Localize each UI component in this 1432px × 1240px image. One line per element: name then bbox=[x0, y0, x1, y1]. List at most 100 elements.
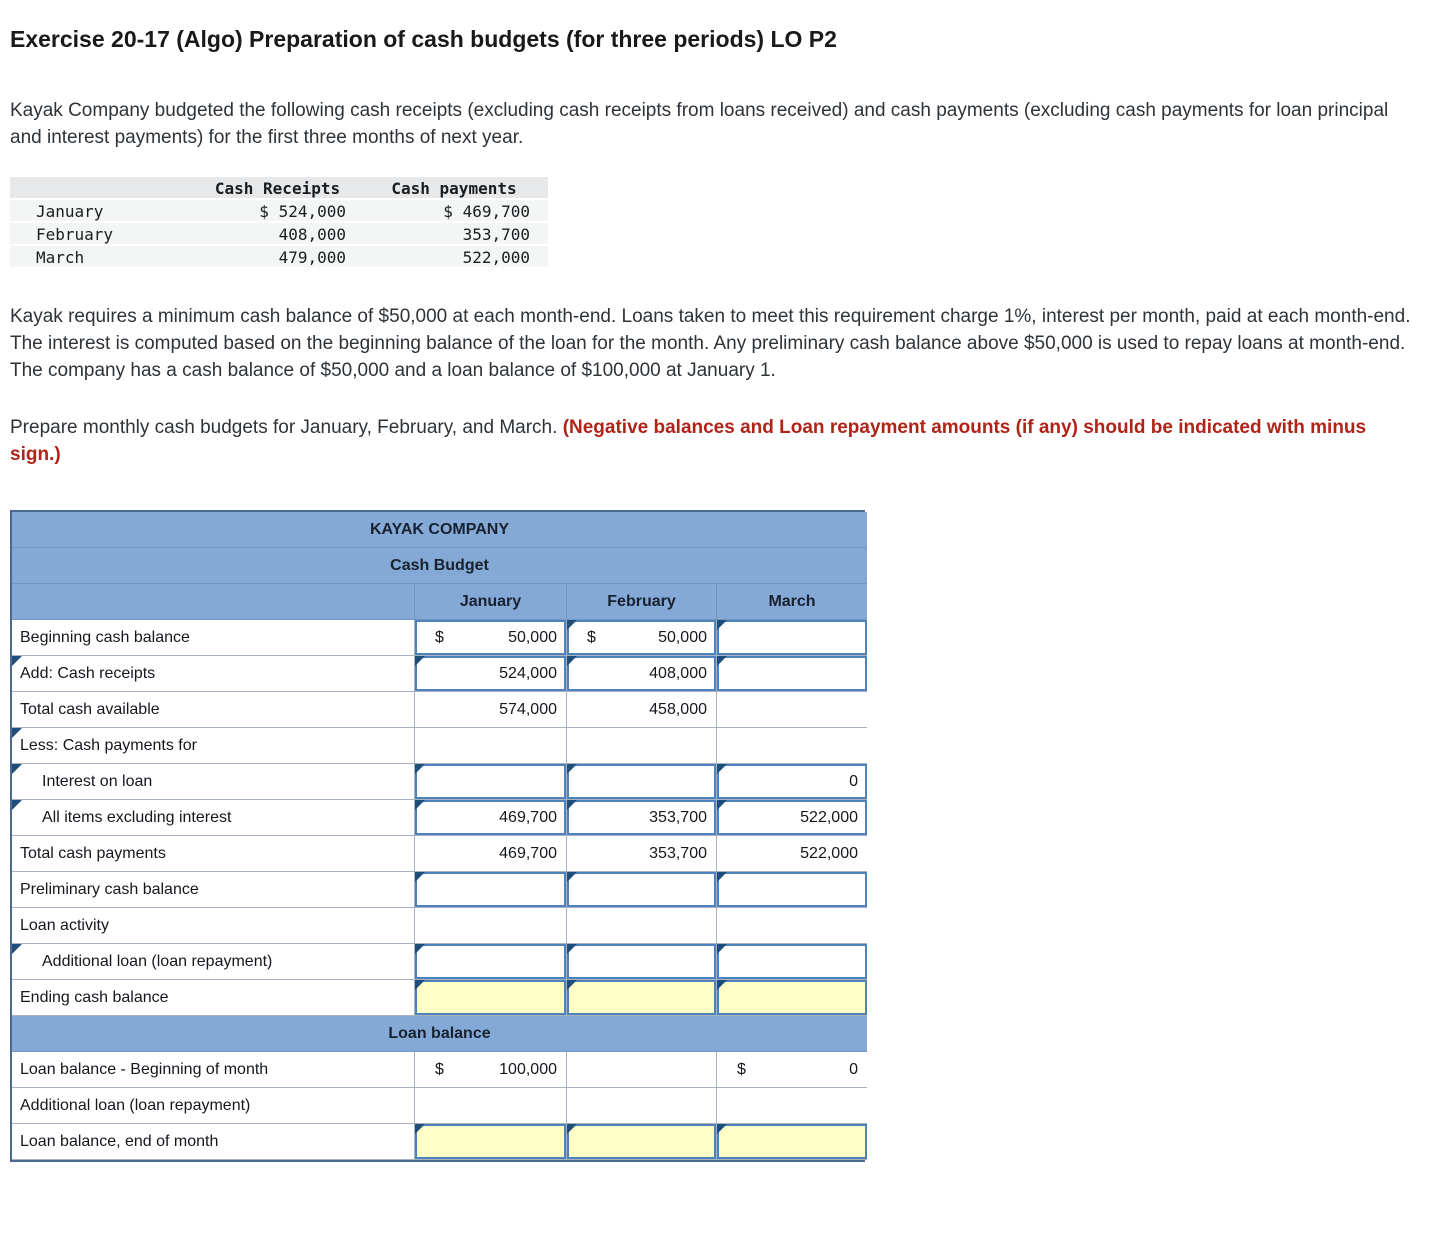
payments-value: 353,700 bbox=[462, 225, 530, 244]
dollar-sign: $ bbox=[587, 628, 596, 646]
additional-loan-feb-input[interactable] bbox=[567, 944, 717, 980]
prepare-text: Prepare monthly cash budgets for January… bbox=[10, 417, 563, 438]
payments-value: $ 469,700 bbox=[443, 202, 530, 221]
mini-row-march: March 479,000 522,000 bbox=[10, 246, 548, 269]
row-loan-balance-beginning: Loan balance - Beginning of month $ 100,… bbox=[12, 1052, 867, 1088]
label-loan-balance-beginning: Loan balance - Beginning of month bbox=[12, 1052, 415, 1088]
label-beginning-cash-balance: Beginning cash balance bbox=[12, 620, 415, 656]
less-mar-blank bbox=[717, 728, 867, 764]
receipts-value: 408,000 bbox=[278, 225, 346, 244]
less-feb-blank bbox=[567, 728, 717, 764]
total-payments-jan: 469,700 bbox=[415, 836, 567, 872]
beginning-jan-input[interactable]: $ 50,000 bbox=[415, 620, 567, 656]
month-header-blank bbox=[12, 584, 415, 620]
additional-loan-mar-input[interactable] bbox=[717, 944, 867, 980]
interest-jan-input[interactable] bbox=[415, 764, 567, 800]
receipts-mar-input[interactable] bbox=[717, 656, 867, 692]
month-header-row: January February March bbox=[12, 584, 867, 620]
ending-jan-input[interactable] bbox=[415, 980, 567, 1016]
loan-activity-feb-blank bbox=[567, 908, 717, 944]
total-available-mar bbox=[717, 692, 867, 728]
mini-table-header-row: Cash Receipts Cash payments bbox=[10, 177, 548, 200]
receipts-payments-table: Cash Receipts Cash payments January $ 52… bbox=[10, 177, 548, 269]
month-label: January bbox=[36, 202, 104, 221]
col-header-march: March bbox=[717, 584, 867, 620]
row-loan-balance-end: Loan balance, end of month bbox=[12, 1124, 867, 1160]
loan-balance-section-header: Loan balance bbox=[12, 1016, 867, 1052]
cash-budget-table: KAYAK COMPANY Cash Budget January Februa… bbox=[10, 510, 867, 1162]
month-label: March bbox=[36, 248, 85, 267]
prepare-red-note: (Negative balances and Loan repayment am… bbox=[10, 417, 1367, 465]
label-preliminary-cash-balance: Preliminary cash balance bbox=[12, 872, 415, 908]
mini-col-blank bbox=[10, 177, 195, 200]
beginning-mar-input[interactable] bbox=[717, 620, 867, 656]
label-additional-loan: Additional loan (loan repayment) bbox=[12, 944, 415, 980]
row-interest-on-loan: Interest on loan 0 bbox=[12, 764, 867, 800]
row-all-items-excluding-interest: All items excluding interest 469,700 353… bbox=[12, 800, 867, 836]
loan-activity-jan-blank bbox=[415, 908, 567, 944]
prepare-paragraph: Prepare monthly cash budgets for January… bbox=[10, 414, 1422, 468]
cell-value: 50,000 bbox=[508, 628, 557, 646]
all-items-mar-input[interactable]: 522,000 bbox=[717, 800, 867, 836]
interest-mar-input[interactable]: 0 bbox=[717, 764, 867, 800]
row-total-cash-payments: Total cash payments 469,700 353,700 522,… bbox=[12, 836, 867, 872]
loan-balance-title: Loan balance bbox=[12, 1016, 867, 1052]
row-additional-loan-2: Additional loan (loan repayment) bbox=[12, 1088, 867, 1124]
row-beginning-cash-balance: Beginning cash balance $ 50,000 $ 50,000 bbox=[12, 620, 867, 656]
label-interest-on-loan: Interest on loan bbox=[12, 764, 415, 800]
receipts-feb-input[interactable]: 408,000 bbox=[567, 656, 717, 692]
label-total-cash-payments: Total cash payments bbox=[12, 836, 415, 872]
cell-value: 50,000 bbox=[658, 628, 707, 646]
preliminary-feb-input[interactable] bbox=[567, 872, 717, 908]
ending-feb-input[interactable] bbox=[567, 980, 717, 1016]
table-subtitle: Cash Budget bbox=[12, 548, 867, 584]
mini-col-cash-receipts: Cash Receipts bbox=[214, 179, 341, 198]
loan-end-feb-input[interactable] bbox=[567, 1124, 717, 1160]
loan-begin-feb-blank bbox=[567, 1052, 717, 1088]
col-header-january: January bbox=[415, 584, 567, 620]
page-title: Exercise 20-17 (Algo) Preparation of cas… bbox=[10, 26, 837, 52]
loan-activity-mar-blank bbox=[717, 908, 867, 944]
mini-row-january: January $ 524,000 $ 469,700 bbox=[10, 200, 548, 223]
dollar-sign: $ bbox=[435, 628, 444, 646]
additional-loan2-mar-blank bbox=[717, 1088, 867, 1124]
beginning-feb-input[interactable]: $ 50,000 bbox=[567, 620, 717, 656]
row-total-cash-available: Total cash available 574,000 458,000 bbox=[12, 692, 867, 728]
payments-value: 522,000 bbox=[462, 248, 530, 267]
dollar-sign: $ bbox=[435, 1060, 444, 1078]
ending-mar-input[interactable] bbox=[717, 980, 867, 1016]
label-cash-receipts: Add: Cash receipts bbox=[12, 656, 415, 692]
loan-end-mar-input[interactable] bbox=[717, 1124, 867, 1160]
loan-end-jan-input[interactable] bbox=[415, 1124, 567, 1160]
additional-loan-jan-input[interactable] bbox=[415, 944, 567, 980]
col-header-february: February bbox=[567, 584, 717, 620]
label-loan-activity: Loan activity bbox=[12, 908, 415, 944]
label-all-items-excluding-interest: All items excluding interest bbox=[12, 800, 415, 836]
additional-loan2-feb-blank bbox=[567, 1088, 717, 1124]
all-items-feb-input[interactable]: 353,700 bbox=[567, 800, 717, 836]
total-available-feb: 458,000 bbox=[567, 692, 717, 728]
row-cash-receipts: Add: Cash receipts 524,000 408,000 bbox=[12, 656, 867, 692]
row-ending-cash-balance: Ending cash balance bbox=[12, 980, 867, 1016]
total-payments-mar: 522,000 bbox=[717, 836, 867, 872]
label-less-cash-payments: Less: Cash payments for bbox=[12, 728, 415, 764]
mini-col-cash-payments: Cash payments bbox=[391, 179, 517, 198]
total-available-jan: 574,000 bbox=[415, 692, 567, 728]
receipts-jan-input[interactable]: 524,000 bbox=[415, 656, 567, 692]
label-ending-cash-balance: Ending cash balance bbox=[12, 980, 415, 1016]
preliminary-mar-input[interactable] bbox=[717, 872, 867, 908]
row-loan-activity: Loan activity bbox=[12, 908, 867, 944]
cell-value: 100,000 bbox=[499, 1060, 557, 1078]
preliminary-jan-input[interactable] bbox=[415, 872, 567, 908]
additional-loan2-jan-blank bbox=[415, 1088, 567, 1124]
row-preliminary-cash-balance: Preliminary cash balance bbox=[12, 872, 867, 908]
row-less-cash-payments: Less: Cash payments for bbox=[12, 728, 867, 764]
mini-row-february: February 408,000 353,700 bbox=[10, 223, 548, 246]
receipts-value: 479,000 bbox=[278, 248, 346, 267]
dollar-sign: $ bbox=[737, 1060, 746, 1078]
total-payments-feb: 353,700 bbox=[567, 836, 717, 872]
all-items-jan-input[interactable]: 469,700 bbox=[415, 800, 567, 836]
interest-feb-input[interactable] bbox=[567, 764, 717, 800]
cell-value: 0 bbox=[849, 1060, 858, 1078]
